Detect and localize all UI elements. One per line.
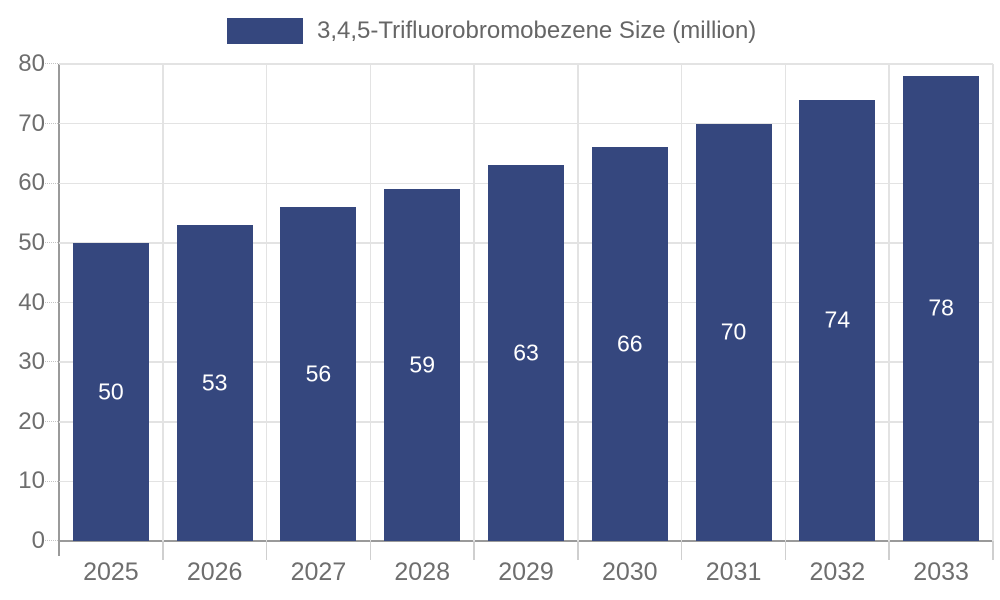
bar-value-label: 66	[616, 330, 643, 357]
y-tick-mark	[45, 182, 58, 184]
x-gridline	[369, 64, 372, 541]
y-tick-label: 70	[18, 109, 45, 137]
y-tick-mark	[45, 540, 58, 542]
y-axis-line	[58, 64, 60, 556]
x-gridline	[265, 64, 268, 541]
x-tick-label: 2033	[913, 558, 969, 586]
y-gridline	[59, 63, 993, 65]
x-tick-label: 2030	[601, 558, 658, 586]
legend-swatch	[227, 18, 303, 44]
x-tick-label: 2027	[290, 558, 347, 586]
bar-value-label: 56	[305, 360, 332, 387]
y-tick-label: 30	[18, 348, 45, 376]
x-gridline	[577, 64, 579, 541]
x-tick-mark	[369, 541, 372, 560]
bar: 78	[903, 75, 980, 541]
y-tick-label: 20	[18, 407, 45, 435]
y-tick-mark	[45, 301, 58, 303]
x-gridline	[992, 64, 994, 541]
x-gridline	[680, 64, 683, 541]
y-tick-label: 50	[18, 228, 45, 256]
bar-value-label: 50	[98, 378, 124, 405]
x-tick-mark	[680, 541, 683, 560]
y-tick-mark	[45, 421, 58, 422]
y-tick-label: 60	[18, 169, 45, 197]
bar: 50	[72, 242, 149, 541]
bar-value-label: 53	[201, 369, 228, 396]
x-tick-mark	[473, 541, 475, 560]
x-tick-label: 2028	[394, 558, 451, 586]
y-tick-mark	[45, 361, 58, 363]
bar: 74	[799, 99, 876, 541]
bar: 66	[591, 147, 668, 541]
bar-value-label: 70	[720, 318, 747, 345]
x-gridline	[784, 64, 787, 541]
bar: 70	[695, 123, 772, 541]
y-tick-mark	[45, 480, 58, 482]
x-tick-mark	[577, 541, 579, 560]
x-gridline	[473, 64, 475, 541]
x-tick-mark	[992, 541, 994, 560]
y-gridline	[59, 122, 993, 125]
y-tick-label: 80	[18, 50, 45, 77]
bar-value-label: 78	[928, 294, 954, 321]
x-tick-label: 2026	[186, 558, 243, 586]
x-tick-label: 2025	[83, 558, 139, 586]
bar-value-label: 63	[513, 339, 539, 366]
x-gridline	[888, 64, 890, 541]
x-tick-mark	[784, 541, 787, 560]
x-tick-mark	[162, 541, 164, 560]
bar: 53	[176, 224, 253, 541]
y-tick-mark	[45, 122, 58, 124]
x-tick-mark	[265, 541, 268, 560]
bar-value-label: 74	[824, 306, 851, 333]
y-tick-label: 0	[31, 527, 45, 554]
bar: 59	[384, 189, 461, 541]
x-tick-label: 2029	[498, 558, 554, 586]
legend: 3,4,5-Trifluorobromobezene Size (million…	[227, 16, 756, 46]
y-tick-mark	[45, 63, 58, 65]
bar-value-label: 59	[409, 351, 436, 378]
y-tick-label: 40	[18, 288, 45, 316]
y-tick-mark	[45, 242, 58, 244]
x-gridline	[162, 64, 164, 541]
x-tick-label: 2032	[809, 558, 866, 586]
legend-label: 3,4,5-Trifluorobromobezene Size (million…	[317, 17, 757, 44]
x-tick-mark	[888, 541, 890, 560]
y-tick-label: 10	[18, 467, 45, 495]
bar: 56	[280, 207, 357, 541]
x-tick-label: 2031	[705, 558, 762, 586]
bar: 63	[488, 165, 564, 541]
